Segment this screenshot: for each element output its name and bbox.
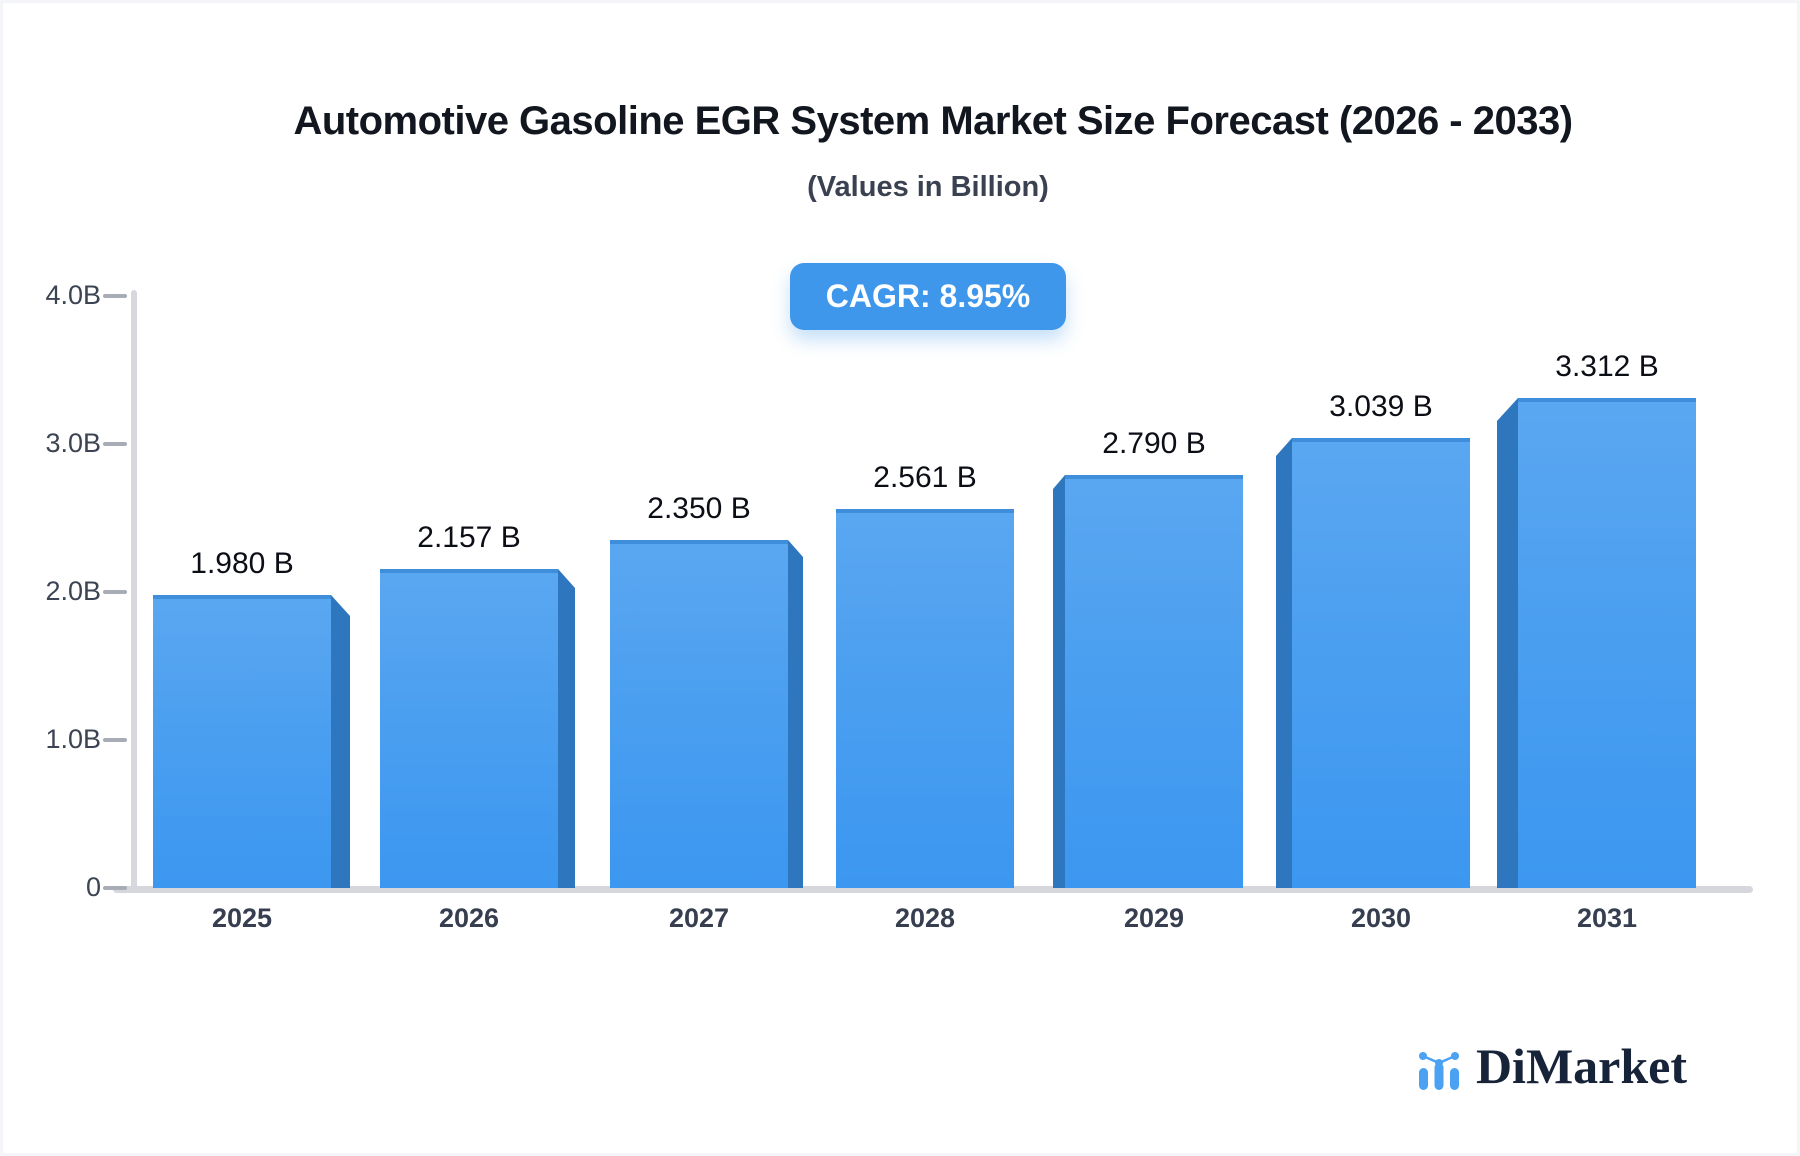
chart-title: Automotive Gasoline EGR System Market Si… — [293, 99, 1573, 143]
x-axis-label: 2025 — [211, 903, 273, 933]
x-axis-label: 2027 — [668, 903, 730, 933]
bar-side-face — [1497, 398, 1518, 888]
bar — [153, 595, 331, 888]
chart-subtitle: (Values in Billion) — [807, 171, 1049, 203]
x-axis-label: 2026 — [438, 903, 500, 933]
x-axis-label: 2031 — [1576, 903, 1638, 933]
cagr-badge: CAGR: 8.95% — [790, 263, 1066, 330]
y-axis-label: 3.0B — [45, 428, 101, 458]
bar — [610, 540, 788, 888]
bar-value-label: 2.790 B — [1102, 427, 1206, 460]
y-axis-label: 0 — [85, 872, 101, 902]
brand-logo: DiMarket — [1418, 1041, 1687, 1091]
x-axis-label: 2029 — [1123, 903, 1185, 933]
bar — [836, 509, 1014, 888]
brand-logo-text: DiMarket — [1475, 1038, 1687, 1094]
y-axis-tick — [103, 442, 127, 446]
bar-side-face — [558, 569, 575, 888]
bar-side-face — [788, 540, 803, 888]
y-axis-label: 1.0B — [45, 724, 101, 754]
bar — [1292, 438, 1470, 888]
x-axis-label: 2028 — [894, 903, 956, 933]
y-axis-label: 4.0B — [45, 280, 101, 310]
bar-value-label: 3.039 B — [1329, 390, 1433, 423]
y-axis-label: 2.0B — [45, 576, 101, 606]
bar-side-face — [1276, 438, 1292, 888]
bar — [1518, 398, 1696, 888]
y-axis-tick — [103, 886, 127, 890]
bar — [380, 569, 558, 888]
y-axis-tick — [103, 738, 127, 742]
y-axis-tick — [103, 294, 127, 298]
x-axis-label: 2030 — [1350, 903, 1412, 933]
bar-chart-logo-icon — [1418, 1052, 1459, 1090]
bar-value-label: 1.980 B — [190, 547, 294, 580]
bar-side-face — [331, 595, 350, 888]
bar-value-label: 2.350 B — [647, 492, 751, 525]
x-axis-baseline — [113, 886, 1753, 893]
bar-value-label: 3.312 B — [1555, 350, 1659, 383]
bar — [1065, 475, 1243, 888]
bar-value-label: 2.157 B — [417, 521, 521, 554]
bar-value-label: 2.561 B — [873, 461, 977, 494]
bar-side-face — [1053, 475, 1065, 888]
y-axis-tick — [103, 590, 127, 594]
y-axis-line — [131, 290, 137, 891]
plot-area: 0 1.0B 2.0B 3.0B 4.0B 1.980 B 2025 2.157 B 2026 2… — [3, 3, 1797, 1153]
cagr-badge-label: CAGR: 8.95% — [825, 278, 1031, 314]
